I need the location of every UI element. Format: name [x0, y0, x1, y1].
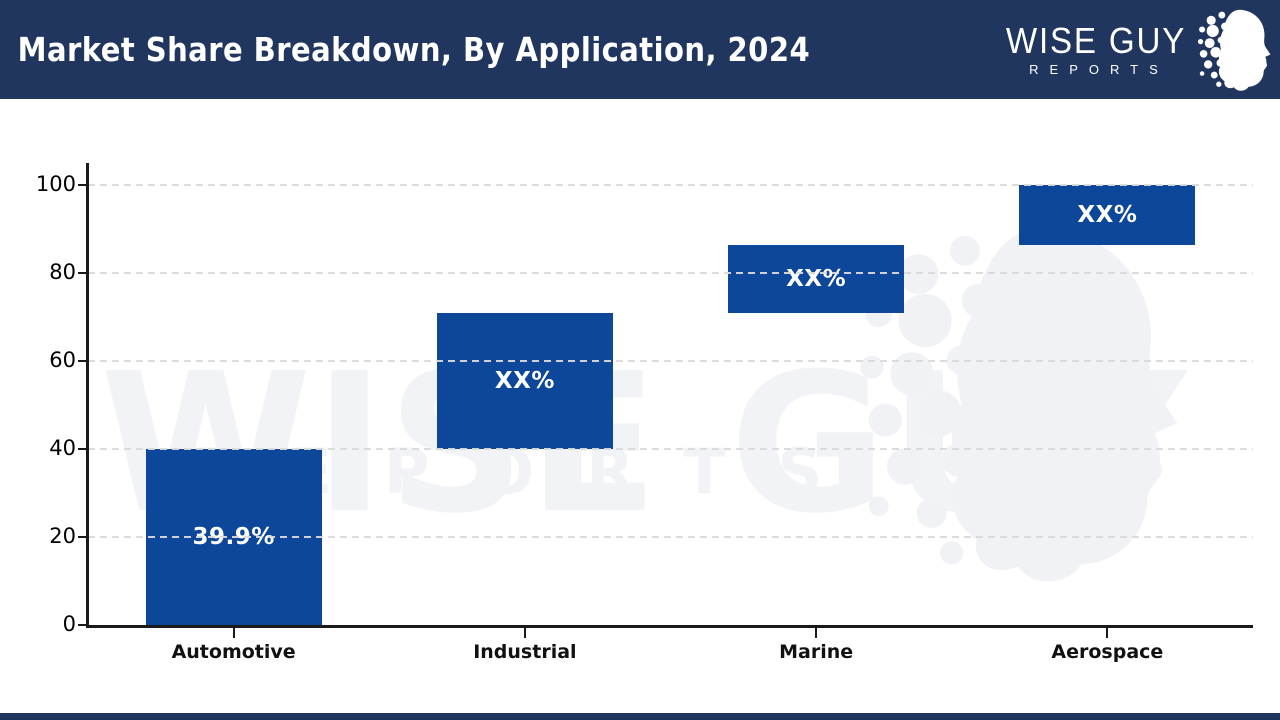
- bar-aerospace: XX%: [1019, 185, 1196, 245]
- y-tick-0: [78, 624, 88, 626]
- x-category-label-industrial: Industrial: [473, 641, 577, 663]
- gridline-100: [88, 184, 1253, 186]
- gridline-80: [88, 272, 1253, 274]
- x-category-label-marine: Marine: [779, 641, 854, 663]
- y-tick-label-80: 80: [49, 260, 76, 284]
- y-tick-label-60: 60: [49, 348, 76, 372]
- y-tick-40: [78, 448, 88, 450]
- bar-value-label-industrial: XX%: [494, 368, 555, 394]
- header-bar: Market Share Breakdown, By Application, …: [0, 0, 1280, 99]
- y-tick-label-0: 0: [62, 612, 76, 636]
- logo-brand-line1: WISE GUY: [1005, 19, 1187, 61]
- gridline-60: [88, 360, 1253, 362]
- bar-value-label-marine: XX%: [786, 265, 847, 292]
- gridline-40: [88, 448, 1253, 450]
- y-tick-20: [78, 536, 88, 538]
- logo-wordmark: WISE GUY REPORTS: [998, 19, 1194, 77]
- gridline-20: [88, 536, 1253, 538]
- y-tick-100: [78, 184, 88, 186]
- x-tick-automotive: [232, 628, 235, 638]
- y-tick-60: [78, 360, 88, 362]
- footer-bar: [0, 713, 1280, 720]
- x-category-label-aerospace: Aerospace: [1051, 641, 1164, 663]
- x-tick-marine: [815, 628, 818, 638]
- y-tick-label-40: 40: [49, 436, 76, 460]
- y-axis-line: [86, 163, 89, 628]
- bar-marine: XX%: [728, 244, 905, 313]
- y-tick-label-100: 100: [35, 172, 76, 196]
- waterfall-chart: 0 20 40 60 80 100 39.9% Automotive XX% Industrial…: [0, 99, 1280, 713]
- x-tick-industrial: [523, 628, 526, 638]
- x-axis-line: [86, 625, 1253, 628]
- chart-canvas: WISE GUY REPORTS 0 20 40 60 80 100 39.9% Automo…: [0, 99, 1280, 713]
- page-title: Market Share Breakdown, By Application, …: [17, 30, 811, 69]
- wise-guy-logo: WISE GUY REPORTS: [998, 8, 1272, 92]
- bar-industrial: XX%: [436, 312, 613, 450]
- x-tick-aerospace: [1106, 628, 1109, 638]
- y-tick-label-20: 20: [49, 524, 76, 548]
- bar-value-label-aerospace: XX%: [1077, 201, 1138, 228]
- y-tick-80: [78, 272, 88, 274]
- logo-brand-line2: REPORTS: [1029, 61, 1169, 77]
- x-category-label-automotive: Automotive: [171, 641, 296, 663]
- dotted-head-icon: [1196, 8, 1272, 92]
